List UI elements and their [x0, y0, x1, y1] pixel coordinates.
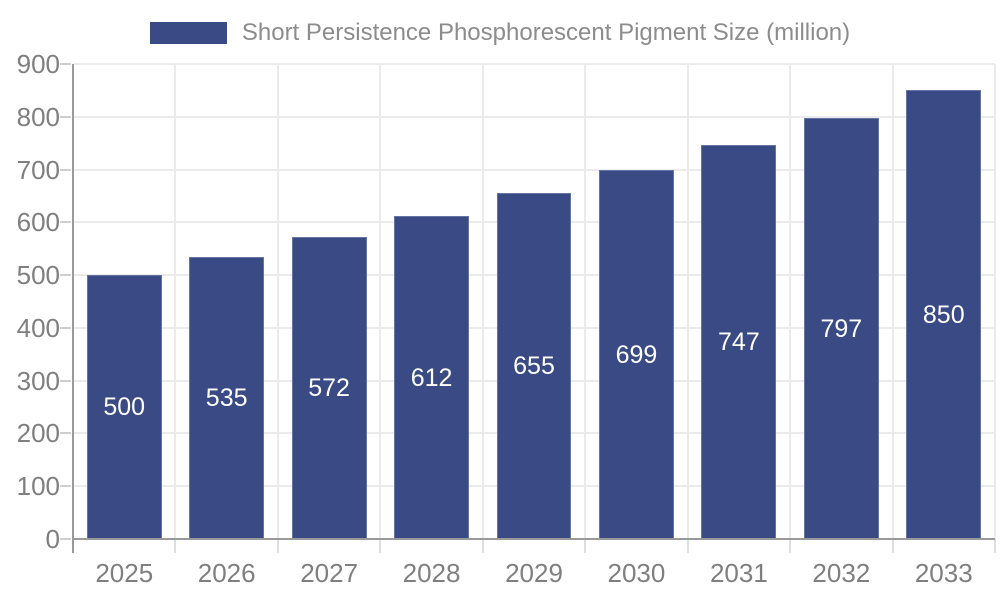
y-tick-label: 400	[16, 312, 60, 343]
y-tick-label: 100	[16, 471, 60, 502]
y-tick-label: 500	[16, 260, 60, 291]
y-tick-label: 700	[16, 154, 60, 185]
gridline-vertical	[584, 64, 587, 539]
bar[interactable]	[86, 275, 162, 539]
y-tick-label: 200	[16, 418, 60, 449]
bar-value-label: 572	[308, 374, 350, 403]
gridline-vertical	[789, 64, 792, 539]
bar-value-label: 850	[922, 300, 965, 329]
bar[interactable]	[291, 237, 367, 539]
gridline-vertical	[994, 64, 996, 539]
x-tick-label: 2026	[197, 558, 256, 588]
y-axis-tick	[60, 326, 71, 329]
x-axis-tick	[686, 539, 689, 553]
plot-area: 0 100 200 300 400 500 600 700 800 900 500 2025 535 20…	[17, 49, 996, 588]
x-tick-label: 2028	[402, 558, 461, 588]
x-axis-line	[73, 538, 995, 540]
bar[interactable]	[598, 170, 674, 539]
legend-swatch	[149, 22, 227, 44]
gridline-horizontal	[73, 168, 995, 171]
y-axis-line	[72, 64, 74, 553]
legend[interactable]: Short Persistence Phosphorescent Pigment…	[0, 19, 1000, 47]
bar-value-label: 500	[103, 393, 146, 422]
y-axis-tick	[60, 168, 71, 171]
y-tick-label: 300	[16, 365, 60, 396]
bar[interactable]	[189, 256, 265, 539]
y-axis-tick	[60, 115, 71, 118]
x-axis-tick	[481, 539, 484, 553]
x-axis-tick	[276, 539, 279, 553]
bar-value-label: 612	[410, 363, 453, 392]
y-axis-tick	[60, 485, 71, 488]
x-axis-tick	[891, 539, 894, 553]
y-axis-tick	[60, 432, 71, 435]
gridline-vertical	[276, 64, 279, 539]
x-tick-label: 2032	[812, 558, 871, 588]
x-tick-label: 2025	[95, 558, 154, 588]
y-axis-tick	[60, 379, 71, 382]
y-tick-label: 600	[16, 207, 60, 238]
gridline-horizontal	[73, 63, 995, 65]
bar-value-label: 747	[718, 327, 760, 356]
bar[interactable]	[496, 193, 572, 539]
gridline-vertical	[379, 64, 382, 539]
bar[interactable]	[394, 216, 470, 539]
x-tick-label: 2027	[300, 558, 359, 588]
gridline-vertical	[686, 64, 689, 539]
x-tick-label: 2029	[505, 558, 563, 588]
bar-value-label: 655	[513, 352, 555, 381]
x-axis-tick	[379, 539, 382, 553]
legend-label: Short Persistence Phosphorescent Pigment…	[241, 19, 851, 46]
bar-value-label: 699	[615, 340, 658, 369]
bar-value-label: 797	[820, 314, 863, 343]
y-axis-tick	[60, 63, 71, 65]
bar[interactable]	[906, 90, 982, 539]
gridline-horizontal	[73, 115, 995, 118]
y-tick-label: 800	[16, 101, 60, 132]
gridline-vertical	[891, 64, 894, 539]
y-axis-tick	[60, 274, 71, 277]
y-axis-tick	[60, 221, 71, 224]
y-tick-label: 0	[45, 524, 60, 554]
bar-value-label: 535	[205, 383, 248, 412]
y-axis-tick	[60, 538, 71, 540]
x-axis-tick	[174, 539, 177, 553]
bar[interactable]	[701, 144, 777, 539]
gridline-vertical	[174, 64, 177, 539]
x-tick-label: 2031	[709, 558, 768, 588]
x-axis-tick	[584, 539, 587, 553]
x-tick-label: 2033	[914, 558, 973, 588]
y-tick-label: 900	[16, 49, 60, 79]
gridline-vertical	[481, 64, 484, 539]
x-axis-tick	[994, 539, 996, 553]
x-axis-tick	[789, 539, 792, 553]
x-tick-label: 2030	[607, 558, 666, 588]
